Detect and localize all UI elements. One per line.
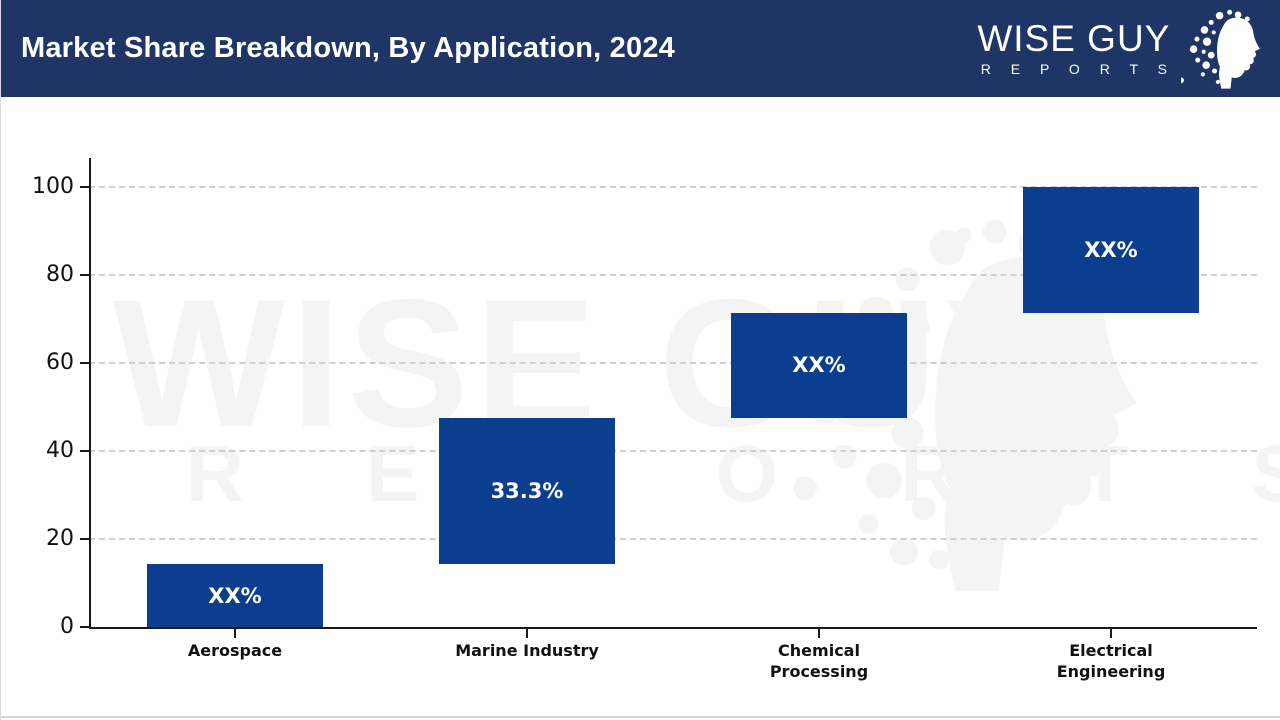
y-tick-60 (80, 362, 89, 364)
category-label-line: Engineering (1056, 662, 1166, 681)
x-axis-line (89, 627, 1257, 629)
gridline-60 (89, 362, 1257, 364)
category-label-line: Aerospace (187, 641, 283, 660)
bar-aerospace: XX% (147, 564, 323, 627)
header-bar: Market Share Breakdown, By Application, … (1, 0, 1280, 97)
x-tick-3 (818, 629, 820, 638)
category-label-line: Marine Industry (455, 641, 599, 660)
category-label-4: Electrical Engineering (1001, 640, 1221, 682)
y-tick-20 (80, 538, 89, 540)
y-tick-label-100: 100 (32, 174, 74, 199)
y-tick-label-80: 80 (46, 262, 74, 287)
y-tick-label-0: 0 (60, 614, 74, 639)
y-axis-line (89, 158, 91, 629)
bar-value-label: XX% (208, 583, 262, 608)
category-label-line: Processing (769, 662, 869, 681)
category-label-1: Aerospace (125, 640, 345, 661)
logo-wordmark: WISE GUY R E P O R T S (973, 17, 1175, 78)
bar-chemical-processing: XX% (731, 312, 907, 418)
page-title: Market Share Breakdown, By Application, … (21, 32, 675, 64)
gridline-80 (89, 274, 1257, 276)
category-label-2: Marine Industry (417, 640, 637, 661)
x-tick-4 (1110, 629, 1112, 638)
y-tick-label-60: 60 (46, 350, 74, 375)
y-tick-0 (80, 626, 89, 628)
y-tick-label-20: 20 (46, 526, 74, 551)
bar-value-label: 33.3% (490, 478, 564, 503)
logo-brand-name: WISE GUY (977, 17, 1171, 59)
y-tick-40 (80, 450, 89, 452)
y-tick-80 (80, 274, 89, 276)
bar-value-label: XX% (1084, 237, 1138, 262)
x-tick-1 (234, 629, 236, 638)
category-label-line: Electrical (1069, 641, 1153, 660)
category-label-3: Chemical Processing (709, 640, 929, 682)
y-tick-label-40: 40 (46, 438, 74, 463)
gridline-40 (89, 450, 1257, 452)
bottom-divider (1, 716, 1280, 718)
x-tick-2 (526, 629, 528, 638)
gridline-100 (89, 186, 1257, 188)
logo-brand-subtitle: R E P O R T S (980, 60, 1175, 77)
bar-marine-industry: 33.3% (439, 417, 615, 565)
wise-guy-logo: WISE GUY R E P O R T S (973, 7, 1267, 91)
gridline-20 (89, 538, 1257, 540)
bar-value-label: XX% (792, 353, 846, 378)
category-label-line: Chemical (778, 641, 860, 660)
y-tick-100 (80, 186, 89, 188)
logo-face-icon (1181, 9, 1260, 89)
bar-electrical-engineering: XX% (1023, 187, 1199, 313)
